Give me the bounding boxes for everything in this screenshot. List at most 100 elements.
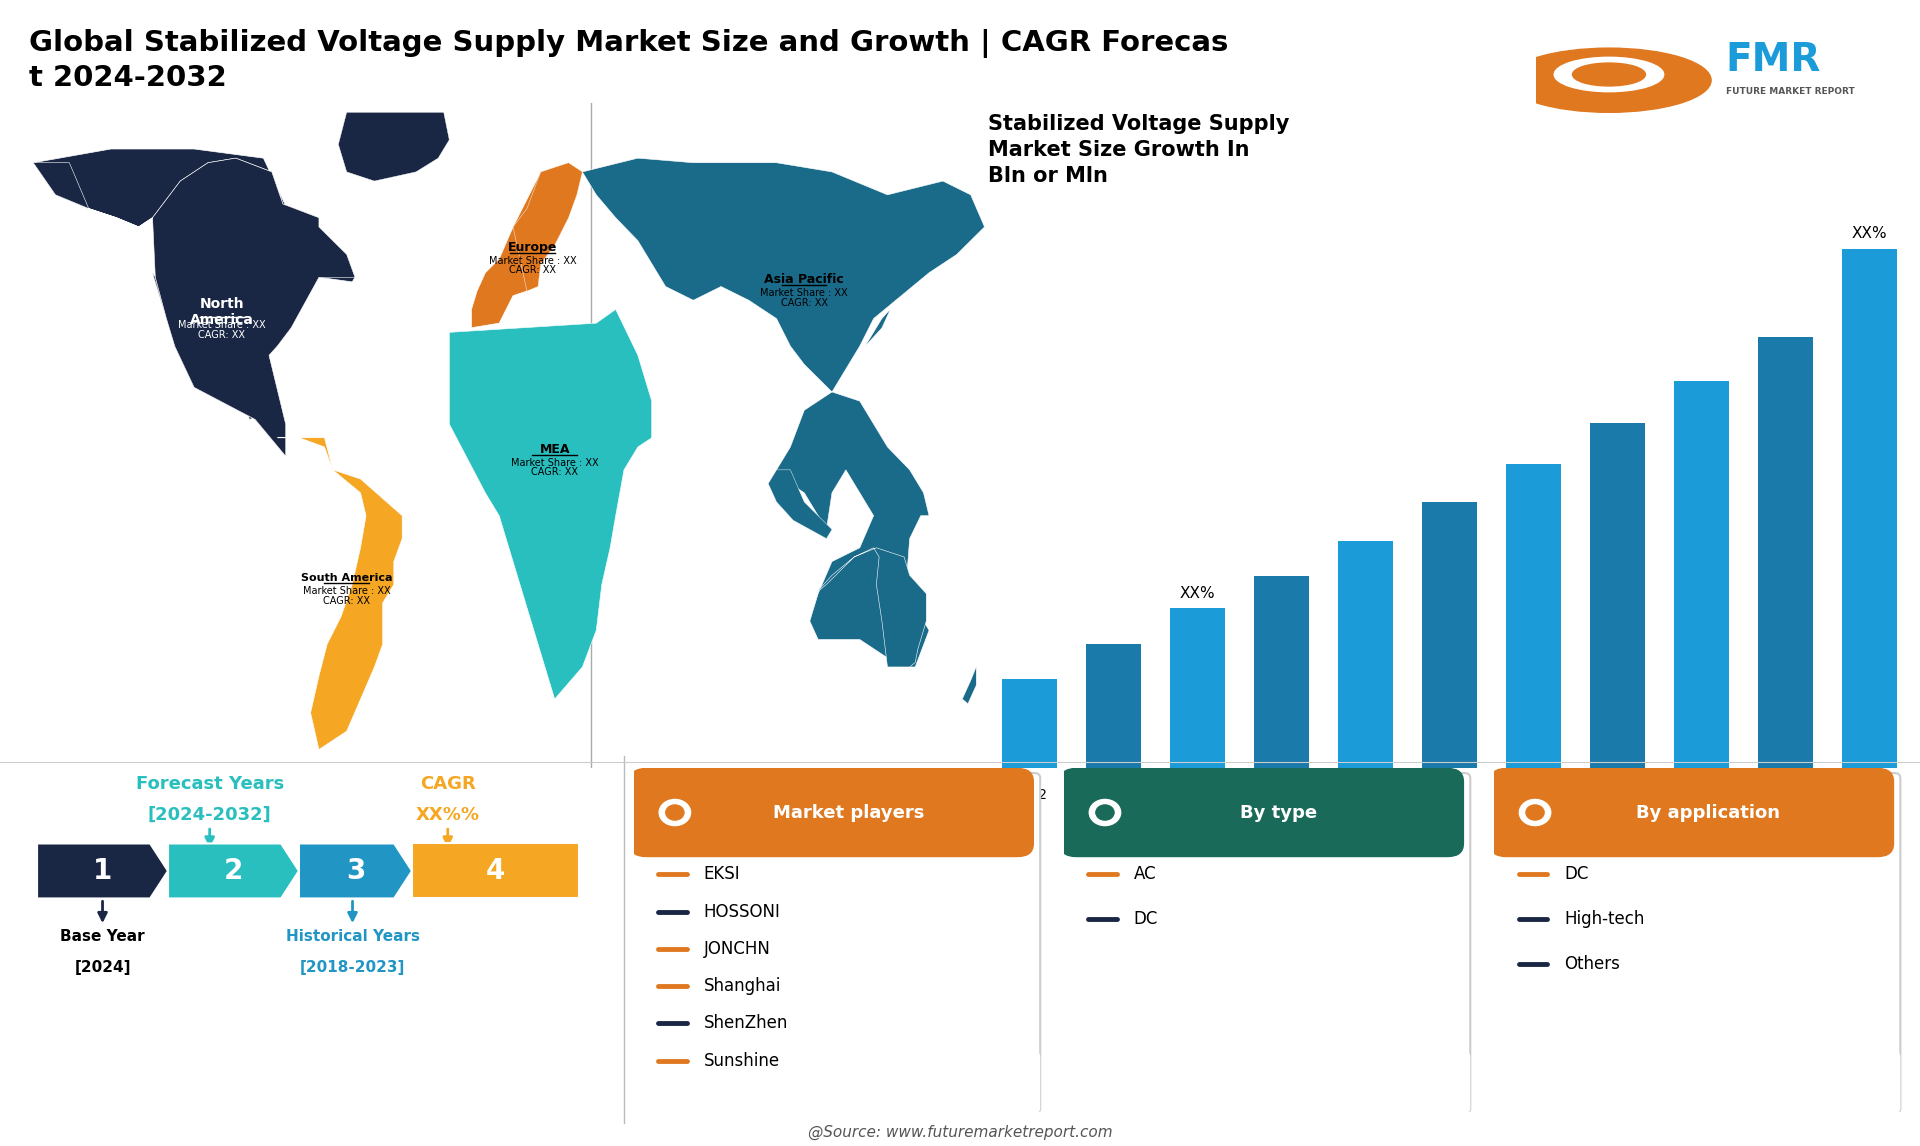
Polygon shape	[582, 158, 985, 667]
Text: 2022: 2022	[1012, 788, 1046, 802]
Text: 2: 2	[225, 857, 244, 885]
Text: [2018-2023]: [2018-2023]	[300, 960, 405, 975]
Text: [2024-2032]: [2024-2032]	[148, 806, 271, 824]
FancyBboxPatch shape	[1060, 768, 1465, 857]
Text: XX%: XX%	[1851, 227, 1887, 242]
Text: CAGR: XX: CAGR: XX	[198, 330, 246, 339]
Polygon shape	[472, 163, 582, 328]
Bar	[1507, 464, 1561, 768]
Text: XX%: XX%	[1179, 587, 1215, 602]
Text: EKSI: EKSI	[705, 865, 741, 884]
Bar	[1338, 541, 1392, 768]
Text: @Source: www.futuremarketreport.com: @Source: www.futuremarketreport.com	[808, 1125, 1112, 1140]
Bar	[1254, 576, 1309, 768]
Text: Asia Pacific: Asia Pacific	[764, 273, 845, 286]
Bar	[1171, 609, 1225, 768]
Text: By application: By application	[1636, 803, 1780, 822]
Text: North
America: North America	[190, 297, 253, 327]
Text: 2032: 2032	[1853, 788, 1887, 802]
Text: 1: 1	[92, 857, 111, 885]
Text: Europe: Europe	[507, 241, 557, 254]
Text: JONCHN: JONCHN	[705, 940, 770, 958]
Text: Historical Years: Historical Years	[286, 929, 419, 944]
Polygon shape	[338, 112, 449, 181]
Polygon shape	[167, 843, 300, 898]
Polygon shape	[300, 843, 413, 898]
Text: CAGR: XX: CAGR: XX	[509, 266, 557, 275]
Text: CAGR: CAGR	[420, 775, 476, 793]
Text: 2029: 2029	[1599, 788, 1636, 802]
Bar	[1423, 502, 1476, 768]
Text: By type: By type	[1240, 803, 1317, 822]
FancyBboxPatch shape	[1490, 768, 1895, 857]
Text: Market Share : XX: Market Share : XX	[303, 587, 390, 596]
Text: 3: 3	[346, 857, 365, 885]
Circle shape	[1089, 800, 1121, 825]
Circle shape	[659, 800, 691, 825]
Text: CAGR: XX: CAGR: XX	[781, 298, 828, 307]
FancyBboxPatch shape	[632, 1052, 1041, 1114]
Text: AC: AC	[1135, 865, 1156, 884]
Circle shape	[1519, 800, 1551, 825]
FancyBboxPatch shape	[1492, 774, 1901, 1114]
Text: CAGR: XX: CAGR: XX	[323, 596, 371, 605]
Polygon shape	[413, 843, 578, 898]
Text: CAGR: XX: CAGR: XX	[532, 468, 578, 477]
Text: 4: 4	[486, 857, 505, 885]
Text: Market Share : XX: Market Share : XX	[490, 257, 576, 266]
Text: FMR: FMR	[1726, 40, 1820, 79]
Text: Sunshine: Sunshine	[705, 1052, 780, 1069]
Polygon shape	[449, 309, 651, 699]
Bar	[1002, 680, 1056, 768]
Text: Base Year: Base Year	[60, 929, 144, 944]
Polygon shape	[768, 470, 831, 539]
Text: ShenZhen: ShenZhen	[705, 1014, 787, 1033]
Text: [2024]: [2024]	[75, 960, 131, 975]
Polygon shape	[152, 273, 286, 456]
Polygon shape	[276, 438, 401, 749]
Bar	[1843, 249, 1897, 768]
Text: Others: Others	[1565, 955, 1620, 973]
Text: 2024: 2024	[1181, 788, 1215, 802]
Text: High-tech: High-tech	[1565, 910, 1644, 928]
Polygon shape	[33, 158, 355, 456]
Bar	[1087, 644, 1140, 768]
Text: HOSSONI: HOSSONI	[705, 903, 781, 920]
Text: 2026: 2026	[1348, 788, 1382, 802]
Text: Market players: Market players	[772, 803, 924, 822]
Bar	[1590, 423, 1645, 768]
Text: Market Share : XX: Market Share : XX	[760, 289, 849, 298]
Text: DC: DC	[1565, 865, 1588, 884]
Circle shape	[1507, 48, 1711, 112]
FancyBboxPatch shape	[1062, 1052, 1471, 1114]
Polygon shape	[816, 548, 925, 667]
Bar	[1674, 382, 1728, 768]
Text: Shanghai: Shanghai	[705, 978, 781, 995]
Bar	[1759, 337, 1812, 768]
Circle shape	[1096, 804, 1114, 821]
Text: XX%%: XX%%	[417, 806, 480, 824]
FancyBboxPatch shape	[1492, 1052, 1901, 1114]
Text: Market Share : XX: Market Share : XX	[179, 321, 265, 330]
FancyBboxPatch shape	[1062, 774, 1471, 1114]
Polygon shape	[962, 667, 975, 704]
Circle shape	[1555, 57, 1663, 92]
Circle shape	[1526, 804, 1544, 821]
Text: South America: South America	[301, 573, 392, 582]
Text: Global Stabilized Voltage Supply Market Size and Growth | CAGR Forecas
t 2024-20: Global Stabilized Voltage Supply Market …	[29, 29, 1229, 92]
FancyBboxPatch shape	[630, 768, 1035, 857]
FancyBboxPatch shape	[632, 774, 1041, 1114]
Polygon shape	[860, 300, 897, 355]
Text: FUTURE MARKET REPORT: FUTURE MARKET REPORT	[1726, 87, 1855, 96]
Circle shape	[1572, 63, 1645, 86]
Text: 2025: 2025	[1263, 788, 1300, 802]
Text: 2030: 2030	[1684, 788, 1718, 802]
Polygon shape	[513, 163, 582, 291]
Text: MEA: MEA	[540, 442, 570, 456]
Polygon shape	[36, 843, 167, 898]
Text: DC: DC	[1135, 910, 1158, 928]
Text: 2031: 2031	[1768, 788, 1803, 802]
Text: 2027: 2027	[1432, 788, 1467, 802]
Text: Forecast Years: Forecast Years	[136, 775, 284, 793]
Circle shape	[666, 804, 684, 821]
